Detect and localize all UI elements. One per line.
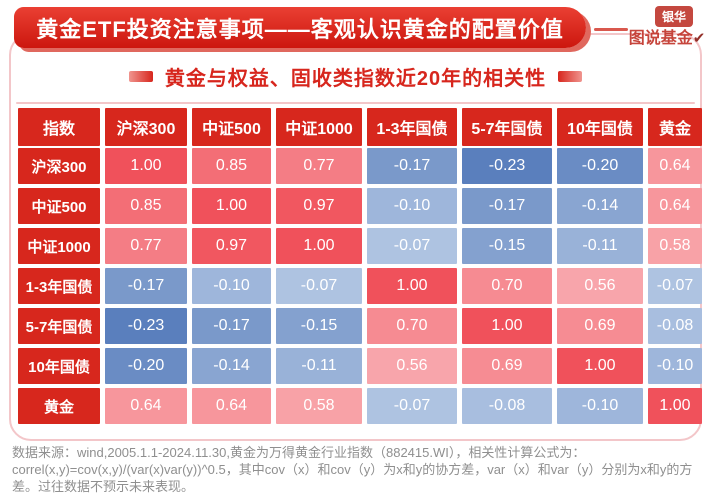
section-divider	[16, 102, 695, 104]
cell-value: -0.07	[648, 268, 702, 304]
cell-value: -0.07	[276, 268, 362, 304]
cell-value: 0.97	[192, 228, 271, 264]
cell-value: -0.11	[557, 228, 643, 264]
cell-value: -0.10	[648, 348, 702, 384]
brand-logo: 银华 图说基金✔	[628, 6, 706, 48]
cell-value: -0.14	[192, 348, 271, 384]
cell-value: 0.64	[192, 388, 271, 424]
cell-value: 0.64	[648, 148, 702, 184]
cell-value: 1.00	[276, 228, 362, 264]
cell-value: -0.08	[648, 308, 702, 344]
column-header: 10年国债	[557, 108, 643, 146]
column-header: 中证1000	[276, 108, 362, 146]
cell-value: -0.15	[462, 228, 552, 264]
subtitle-left-dash-icon	[128, 71, 153, 82]
cell-value: -0.23	[105, 308, 187, 344]
cell-value: 1.00	[557, 348, 643, 384]
cell-value: -0.15	[276, 308, 362, 344]
column-header: 中证500	[192, 108, 271, 146]
cell-value: -0.14	[557, 188, 643, 224]
cell-value: 0.69	[462, 348, 552, 384]
row-label: 5-7年国债	[18, 308, 100, 344]
cell-value: -0.17	[192, 308, 271, 344]
checkmark-icon: ✔	[692, 30, 706, 47]
cell-value: -0.07	[367, 228, 457, 264]
cell-value: 1.00	[462, 308, 552, 344]
footer-note: 数据来源：wind,2005.1.1-2024.11.30,黄金为万得黄金行业指…	[12, 445, 693, 494]
cell-value: 0.64	[648, 188, 702, 224]
cell-value: 0.56	[367, 348, 457, 384]
cell-value: -0.08	[462, 388, 552, 424]
subtitle-right-dash-icon	[558, 71, 583, 82]
cell-value: -0.23	[462, 148, 552, 184]
cell-value: 0.77	[276, 148, 362, 184]
row-label: 1-3年国债	[18, 268, 100, 304]
chart-subtitle: 黄金与权益、固收类指数近20年的相关性	[164, 68, 547, 90]
cell-value: -0.20	[105, 348, 187, 384]
cell-value: -0.10	[557, 388, 643, 424]
cell-value: 0.64	[105, 388, 187, 424]
brand-logo-tag: 银华	[654, 6, 693, 27]
cell-value: -0.11	[276, 348, 362, 384]
column-header: 沪深300	[105, 108, 187, 146]
cell-value: 0.70	[367, 308, 457, 344]
cell-value: 0.85	[105, 188, 187, 224]
cell-value: 0.77	[105, 228, 187, 264]
cell-value: -0.10	[192, 268, 271, 304]
row-label: 黄金	[18, 388, 100, 424]
cell-value: -0.17	[367, 148, 457, 184]
cell-value: -0.10	[367, 188, 457, 224]
cell-value: 0.58	[276, 388, 362, 424]
cell-value: -0.20	[557, 148, 643, 184]
correlation-table: 指数 沪深300 中证500 中证1000 1-3年国债 5-7年国债 10年国债 黄金 沪深3…	[18, 108, 702, 424]
cell-value: 0.85	[192, 148, 271, 184]
cell-value: 0.58	[648, 228, 702, 264]
cell-value: 0.70	[462, 268, 552, 304]
column-header: 黄金	[648, 108, 702, 146]
column-header: 5-7年国债	[462, 108, 552, 146]
subtitle-row: 黄金与权益、固收类指数近20年的相关性	[0, 62, 711, 91]
cell-value: 1.00	[367, 268, 457, 304]
cell-value: 1.00	[105, 148, 187, 184]
cell-value: 0.56	[557, 268, 643, 304]
banner-dash-decoration	[594, 28, 628, 31]
cell-value: 0.97	[276, 188, 362, 224]
row-label: 沪深300	[18, 148, 100, 184]
column-header-corner: 指数	[18, 108, 100, 146]
column-header: 1-3年国债	[367, 108, 457, 146]
row-label: 中证500	[18, 188, 100, 224]
cell-value: -0.17	[462, 188, 552, 224]
row-label: 中证1000	[18, 228, 100, 264]
cell-value: 1.00	[648, 388, 702, 424]
brand-logo-name: 图说基金✔	[628, 30, 706, 47]
page-title: 黄金ETF投资注意事项——客观认识黄金的配置价值	[36, 16, 564, 42]
cell-value: 1.00	[192, 188, 271, 224]
row-label: 10年国债	[18, 348, 100, 384]
cell-value: -0.07	[367, 388, 457, 424]
cell-value: -0.17	[105, 268, 187, 304]
cell-value: 0.69	[557, 308, 643, 344]
title-banner: 黄金ETF投资注意事项——客观认识黄金的配置价值	[14, 7, 586, 48]
